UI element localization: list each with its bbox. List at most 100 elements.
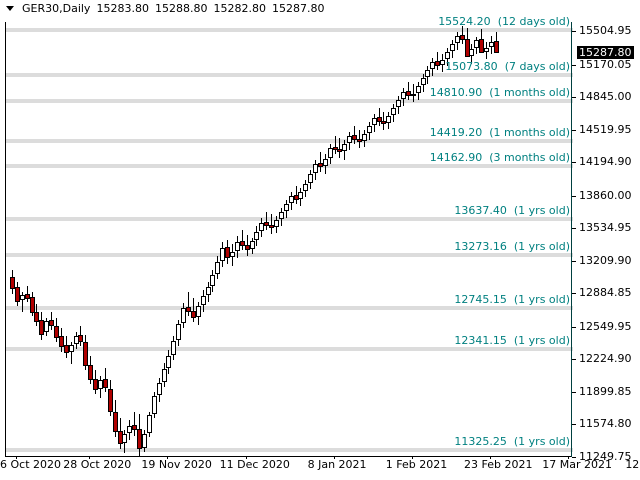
date-tick bbox=[490, 456, 492, 459]
candle-bullish bbox=[229, 251, 235, 257]
gridline-band bbox=[6, 306, 573, 311]
level-label: 13637.40 (1 yrs old) bbox=[454, 205, 570, 216]
axis-line-bottom bbox=[5, 456, 572, 457]
candle-bullish bbox=[181, 307, 187, 323]
candle-bearish bbox=[332, 146, 338, 150]
candle-wick bbox=[70, 341, 72, 364]
price-tick-label: 15170.05 bbox=[579, 57, 632, 71]
candle-wick bbox=[378, 107, 380, 126]
level-price: 13637.40 bbox=[454, 203, 507, 217]
candle-bearish bbox=[264, 221, 270, 226]
level-price: 13273.16 bbox=[454, 240, 507, 254]
candle-bearish bbox=[53, 325, 59, 338]
date-tick-label: 8 Jan 2021 bbox=[307, 458, 367, 471]
level-price: 15524.20 bbox=[438, 15, 491, 29]
candlestick-series bbox=[6, 22, 573, 457]
candle-bullish bbox=[313, 163, 319, 173]
candle-bullish bbox=[205, 286, 211, 295]
date-tick-label: 17 Mar 2021 bbox=[542, 458, 612, 471]
date-tick-label: 12 Apr 2021 bbox=[625, 458, 640, 471]
candle-bearish bbox=[24, 293, 30, 299]
ohlc-low: 15282.80 bbox=[213, 1, 266, 15]
candle-wick bbox=[412, 83, 414, 102]
date-tick bbox=[15, 456, 17, 459]
candle-bullish bbox=[401, 91, 407, 99]
gridline-band bbox=[6, 164, 573, 169]
candle-bearish bbox=[464, 38, 470, 57]
price-tick bbox=[572, 195, 576, 197]
candle-bullish bbox=[278, 211, 284, 219]
candle-bearish bbox=[376, 116, 382, 122]
price-tick bbox=[572, 457, 576, 458]
level-label: 14162.90 (3 months old) bbox=[430, 152, 570, 163]
price-tick bbox=[572, 424, 576, 426]
gridline-band bbox=[6, 73, 573, 78]
date-tick bbox=[333, 456, 335, 459]
candle-bullish bbox=[410, 93, 416, 96]
candle-bullish bbox=[176, 323, 182, 340]
candle-wick bbox=[187, 291, 189, 316]
candle-bullish bbox=[298, 191, 304, 199]
candle-bullish bbox=[171, 340, 177, 355]
candle-bullish bbox=[210, 274, 216, 286]
candle-bullish bbox=[161, 368, 167, 382]
candle-bullish bbox=[151, 395, 157, 414]
candle-wick bbox=[266, 211, 268, 230]
level-label: 12341.15 (1 yrs old) bbox=[454, 335, 570, 346]
chart-header: GER30,Daily 15283.80 15288.80 15282.80 1… bbox=[0, 0, 640, 16]
candle-wick bbox=[319, 151, 321, 172]
price-tick-label: 12549.95 bbox=[579, 319, 632, 333]
candle-bullish bbox=[156, 382, 162, 395]
price-tick bbox=[572, 293, 576, 295]
candle-bullish bbox=[146, 414, 152, 433]
candle-bullish bbox=[127, 425, 133, 433]
gridline-band bbox=[6, 346, 573, 351]
candle-bearish bbox=[293, 194, 299, 200]
ohlc-high: 15288.80 bbox=[154, 1, 208, 15]
price-tick bbox=[572, 129, 576, 131]
current-price-tag: 15287.80 bbox=[577, 45, 634, 59]
candle-bullish bbox=[254, 231, 260, 240]
date-tick-label: 19 Nov 2020 bbox=[141, 458, 212, 471]
candle-bearish bbox=[14, 286, 20, 302]
candle-bearish bbox=[93, 378, 99, 390]
candle-bullish bbox=[322, 158, 328, 166]
candle-bearish bbox=[479, 38, 485, 53]
price-axis[interactable]: 15504.95 15170.05 14845.00 14519.95 14194.90… bbox=[572, 22, 640, 462]
date-tick bbox=[167, 456, 169, 459]
price-tick-label: 12884.85 bbox=[579, 286, 632, 300]
candle-wick bbox=[359, 129, 361, 148]
date-tick-label: 23 Feb 2021 bbox=[464, 458, 533, 471]
chart-plot-area[interactable]: 15524.20 (12 days old) 15073.80 (7 days o… bbox=[5, 16, 573, 457]
level-label: 15073.80 (7 days old) bbox=[445, 61, 570, 72]
candle-bearish bbox=[39, 319, 45, 335]
candle-bearish bbox=[137, 428, 143, 449]
candle-bullish bbox=[166, 355, 172, 368]
date-tick-label: 6 Oct 2020 bbox=[0, 458, 62, 471]
level-age: (7 days old) bbox=[504, 60, 570, 74]
level-price: 14162.90 bbox=[429, 151, 483, 165]
candle-bearish bbox=[132, 424, 138, 430]
level-price: 14419.20 bbox=[429, 125, 483, 139]
candle-bearish bbox=[244, 244, 250, 250]
candle-bullish bbox=[420, 77, 426, 85]
candle-bearish bbox=[10, 276, 15, 289]
triangle-down-icon[interactable] bbox=[6, 5, 14, 11]
level-label: 11325.25 (1 yrs old) bbox=[454, 436, 570, 447]
candle-wick bbox=[241, 229, 243, 250]
candle-bullish bbox=[200, 295, 206, 305]
candle-bearish bbox=[381, 120, 387, 124]
axis-line-right bbox=[571, 22, 572, 457]
candle-bullish bbox=[19, 294, 25, 300]
price-tick-label: 14194.90 bbox=[579, 155, 632, 169]
level-label: 12745.15 (1 yrs old) bbox=[454, 294, 570, 305]
candle-bullish bbox=[249, 240, 255, 249]
level-age: (1 months old) bbox=[489, 86, 570, 100]
candle-wick bbox=[339, 137, 341, 158]
candle-bearish bbox=[269, 224, 275, 228]
level-age: (1 yrs old) bbox=[513, 293, 570, 307]
date-tick bbox=[89, 456, 91, 459]
candle-wick bbox=[271, 213, 273, 234]
level-price: 12745.15 bbox=[454, 293, 507, 307]
date-axis[interactable]: 6 Oct 2020 28 Oct 2020 19 Nov 2020 11 Dec 2… bbox=[0, 456, 640, 480]
